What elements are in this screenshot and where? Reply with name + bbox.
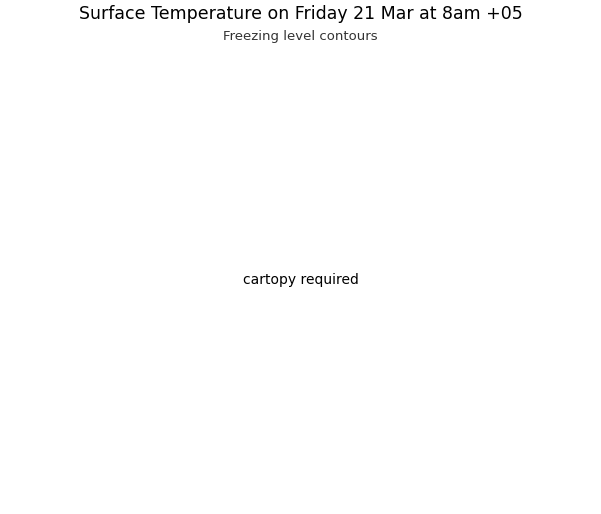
Text: Surface Temperature on Friday 21 Mar at 8am +05: Surface Temperature on Friday 21 Mar at … xyxy=(79,5,522,23)
Text: Freezing level contours: Freezing level contours xyxy=(223,30,378,43)
Text: cartopy required: cartopy required xyxy=(243,273,358,287)
